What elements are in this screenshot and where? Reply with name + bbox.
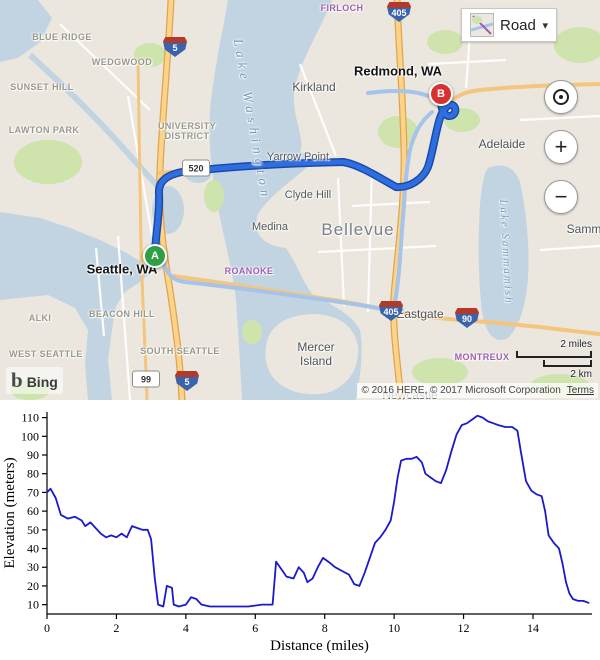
svg-text:2: 2 [113, 621, 119, 635]
zoom-in-button[interactable]: + [544, 130, 578, 164]
bing-b-icon: b [11, 368, 23, 392]
map-style-thumbnail-icon [470, 13, 494, 37]
scale-km-bar [543, 360, 592, 367]
svg-text:10: 10 [388, 621, 400, 635]
svg-text:60: 60 [27, 504, 39, 518]
svg-text:70: 70 [27, 485, 39, 499]
map-canvas [0, 0, 600, 400]
terms-link[interactable]: Terms [566, 385, 594, 396]
locate-me-button[interactable] [544, 80, 578, 114]
chevron-down-icon: ▾ [542, 19, 548, 32]
map-style-label: Road [500, 16, 536, 34]
shield-i90: 90 [455, 308, 479, 328]
svg-text:4: 4 [183, 621, 189, 635]
scale-miles-bar [516, 351, 592, 358]
bullseye-icon [553, 89, 569, 105]
svg-text:30: 30 [27, 560, 39, 574]
svg-text:Distance (miles): Distance (miles) [270, 638, 369, 654]
route-start-marker[interactable]: A [143, 244, 167, 268]
svg-text:14: 14 [527, 621, 539, 635]
svg-text:10: 10 [27, 598, 39, 612]
map-view[interactable]: BLUE RIDGE WEDGWOOD SUNSET HILL LAWTON P… [0, 0, 600, 400]
svg-text:20: 20 [27, 579, 39, 593]
svg-text:90: 90 [27, 448, 39, 462]
elevation-chart: 10 20 30 40 50 60 70 80 90 100 110 0 2 4 6 8 10 12 14 Dista… [2, 411, 592, 654]
shield-i405-south: 405 [379, 301, 403, 321]
shield-i405-north: 405 [387, 2, 411, 22]
bing-logo-text: Bing [26, 374, 58, 390]
map-attribution: © 2016 HERE, © 2017 Microsoft Corporatio… [357, 383, 598, 398]
shield-sr520: 520 [182, 159, 210, 177]
svg-text:6: 6 [252, 621, 258, 635]
svg-text:12: 12 [458, 621, 470, 635]
map-scale: 2 miles 2 km [516, 339, 592, 380]
route-end-marker[interactable]: B [429, 82, 453, 106]
shield-i5-north: 5 [163, 37, 187, 57]
svg-text:Elevation (meters): Elevation (meters) [2, 457, 18, 568]
shield-sr99: 99 [132, 370, 160, 388]
svg-text:8: 8 [322, 621, 328, 635]
svg-text:40: 40 [27, 542, 39, 556]
shield-i5-south: 5 [175, 371, 199, 391]
svg-text:80: 80 [27, 467, 39, 481]
elevation-panel: 10 20 30 40 50 60 70 80 90 100 110 0 2 4 6 8 10 12 14 Dista… [0, 400, 600, 660]
main-route-line [151, 93, 460, 256]
copyright-text: © 2016 HERE, © 2017 Microsoft Corporatio… [361, 385, 561, 396]
svg-text:0: 0 [44, 621, 50, 635]
zoom-out-button[interactable]: − [544, 180, 578, 214]
bing-logo[interactable]: b Bing [6, 367, 63, 394]
scale-miles-label: 2 miles [560, 339, 592, 350]
svg-text:100: 100 [21, 429, 39, 443]
svg-text:50: 50 [27, 523, 39, 537]
svg-text:110: 110 [21, 411, 39, 425]
map-style-dropdown[interactable]: Road ▾ [461, 8, 557, 42]
scale-km-label: 2 km [570, 369, 592, 380]
